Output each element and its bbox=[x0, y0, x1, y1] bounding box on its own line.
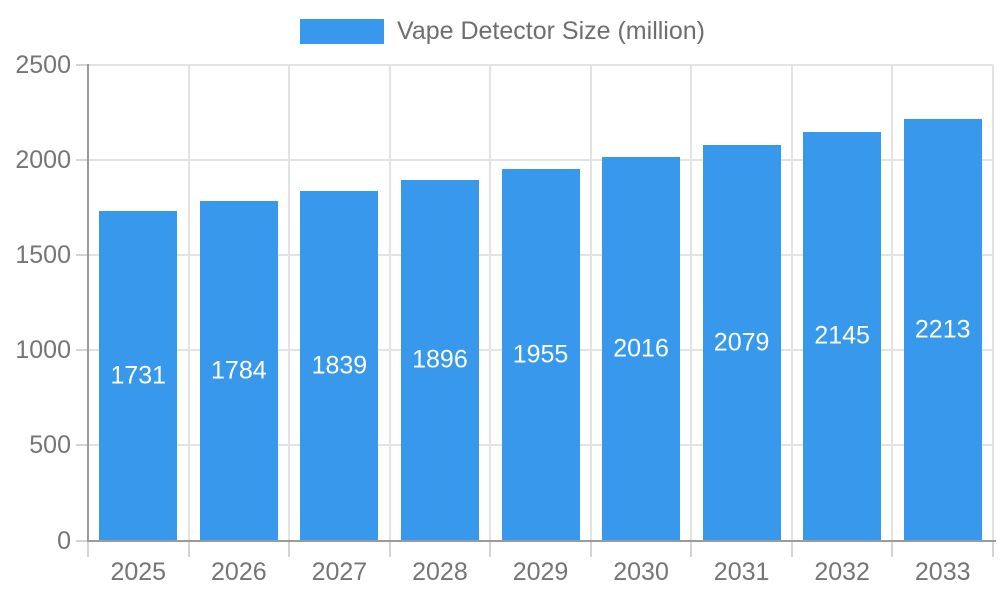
y-axis-tick bbox=[76, 158, 88, 161]
x-axis-tick bbox=[790, 540, 793, 557]
bar bbox=[99, 211, 178, 541]
x-axis-tick bbox=[891, 540, 894, 557]
bar bbox=[903, 119, 982, 541]
x-gridline bbox=[690, 64, 693, 541]
y-gridline bbox=[88, 63, 993, 66]
y-axis-tick-label: 2500 bbox=[15, 50, 71, 79]
x-axis-line bbox=[87, 539, 996, 542]
bar-value-label: 1896 bbox=[412, 345, 468, 374]
bar-value-label: 1839 bbox=[311, 351, 368, 380]
x-gridline bbox=[589, 64, 592, 541]
x-axis-tick bbox=[388, 540, 391, 557]
x-axis-tick bbox=[690, 540, 693, 557]
bar bbox=[199, 201, 278, 541]
x-axis-tick-label: 2031 bbox=[713, 557, 770, 586]
x-axis-tick-label: 2033 bbox=[914, 557, 971, 586]
bar-value-label: 2079 bbox=[713, 328, 770, 357]
y-axis-tick-label: 1500 bbox=[15, 241, 71, 270]
x-axis-tick bbox=[489, 540, 492, 557]
bar bbox=[803, 132, 882, 541]
x-gridline bbox=[388, 64, 391, 541]
x-axis-tick-label: 2030 bbox=[613, 557, 669, 586]
legend-swatch bbox=[300, 19, 384, 44]
x-axis-tick-label: 2029 bbox=[512, 557, 569, 586]
y-axis-line bbox=[87, 63, 89, 541]
y-axis-tick-label: 0 bbox=[57, 526, 71, 555]
chart-legend[interactable]: Vape Detector Size (million) bbox=[300, 17, 705, 46]
x-axis-tick-label: 2026 bbox=[211, 557, 267, 586]
x-axis-tick-label: 2028 bbox=[412, 557, 468, 586]
bar bbox=[602, 156, 681, 541]
bar-value-label: 1784 bbox=[211, 356, 267, 385]
x-axis-tick bbox=[87, 540, 89, 557]
bar-value-label: 2145 bbox=[814, 321, 870, 350]
x-axis-tick-label: 2032 bbox=[814, 557, 870, 586]
x-gridline bbox=[187, 64, 190, 541]
y-axis-tick bbox=[76, 444, 88, 447]
x-gridline bbox=[891, 64, 894, 541]
x-gridline bbox=[288, 64, 291, 541]
y-axis-tick bbox=[76, 63, 88, 66]
y-gridline bbox=[88, 158, 993, 161]
bar bbox=[300, 190, 379, 541]
bar-value-label: 2016 bbox=[613, 334, 669, 363]
x-axis-tick bbox=[589, 540, 592, 557]
x-axis-tick bbox=[187, 540, 190, 557]
x-axis-tick-label: 2025 bbox=[110, 557, 167, 586]
x-gridline bbox=[992, 64, 994, 541]
legend-label: Vape Detector Size (million) bbox=[397, 17, 705, 45]
y-axis-tick-label: 1000 bbox=[15, 336, 71, 365]
x-axis-tick bbox=[992, 540, 994, 557]
bar-value-label: 2213 bbox=[914, 315, 971, 344]
x-gridline bbox=[489, 64, 492, 541]
bar bbox=[702, 144, 781, 541]
y-axis-tick-label: 2000 bbox=[15, 145, 71, 174]
y-axis-tick-label: 500 bbox=[29, 431, 71, 460]
x-gridline bbox=[790, 64, 793, 541]
y-axis-tick bbox=[76, 349, 88, 352]
y-axis-tick bbox=[76, 539, 88, 542]
x-axis-tick-label: 2027 bbox=[311, 557, 368, 586]
x-axis-tick bbox=[288, 540, 291, 557]
bar bbox=[501, 168, 580, 541]
y-axis-tick bbox=[76, 254, 88, 257]
bar-value-label: 1955 bbox=[512, 340, 569, 368]
bar bbox=[400, 179, 479, 541]
bar-value-label: 1731 bbox=[110, 361, 167, 390]
